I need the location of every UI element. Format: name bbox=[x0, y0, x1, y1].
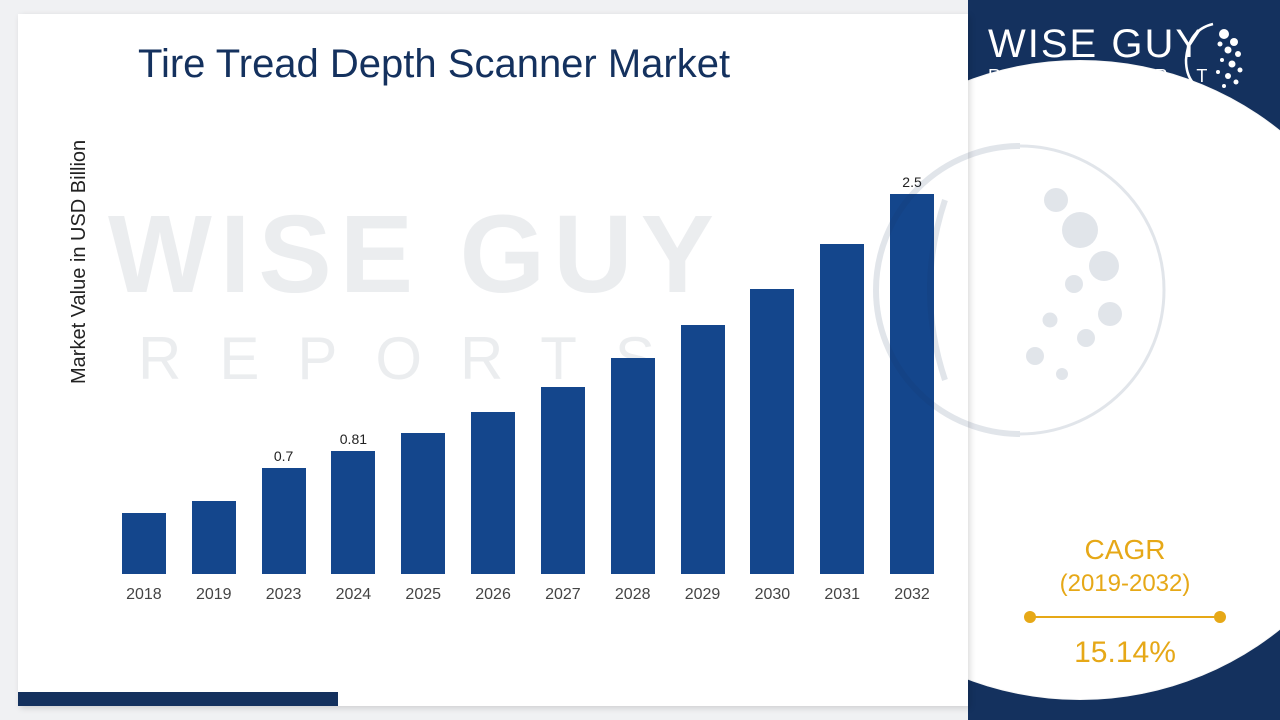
chart-card: WISE GUY REPORTS Tire Tread Depth Scanne… bbox=[18, 14, 968, 706]
x-tick-label: 2029 bbox=[677, 586, 729, 604]
watermark-head-icon bbox=[870, 140, 1170, 440]
bar-col bbox=[118, 509, 170, 574]
x-tick-label: 2027 bbox=[537, 586, 589, 604]
brand-logo: WISE GUY R E P O R T S bbox=[988, 24, 1258, 108]
accent-strip bbox=[18, 692, 338, 706]
bar-chart: 0.70.812.5 20182019202320242025202620272… bbox=[118, 164, 938, 604]
bar bbox=[820, 244, 864, 574]
bar-col bbox=[677, 321, 729, 574]
bar bbox=[750, 289, 794, 574]
bar bbox=[401, 433, 445, 574]
bar bbox=[122, 513, 166, 574]
x-tick-label: 2023 bbox=[258, 586, 310, 604]
bar bbox=[331, 451, 375, 574]
x-tick-label: 2030 bbox=[746, 586, 798, 604]
bar bbox=[192, 501, 236, 574]
canvas: WISE GUY REPORTS Tire Tread Depth Scanne… bbox=[0, 0, 1280, 720]
x-tick-label: 2025 bbox=[397, 586, 449, 604]
bar bbox=[262, 468, 306, 574]
bar bbox=[471, 412, 515, 574]
bar bbox=[541, 387, 585, 574]
x-tick-label: 2024 bbox=[327, 586, 379, 604]
cagr-block: CAGR (2019-2032) 15.14% bbox=[1010, 534, 1240, 670]
bar-col bbox=[397, 429, 449, 574]
bar-col bbox=[537, 383, 589, 574]
bar bbox=[681, 325, 725, 574]
cagr-divider bbox=[1030, 616, 1220, 618]
bar-col bbox=[816, 240, 868, 574]
cagr-range: (2019-2032) bbox=[1010, 570, 1240, 598]
bar-value-label: 0.7 bbox=[274, 448, 293, 464]
bar-col: 0.7 bbox=[258, 448, 310, 574]
x-tick-label: 2031 bbox=[816, 586, 868, 604]
bar-col: 0.81 bbox=[327, 431, 379, 574]
bar-col bbox=[746, 285, 798, 574]
x-tick-label: 2032 bbox=[886, 586, 938, 604]
bar-value-label: 0.81 bbox=[340, 431, 367, 447]
cagr-title: CAGR bbox=[1010, 534, 1240, 566]
bar-col bbox=[467, 408, 519, 574]
x-tick-label: 2026 bbox=[467, 586, 519, 604]
chart-title: Tire Tread Depth Scanner Market bbox=[138, 42, 730, 87]
cagr-value: 15.14% bbox=[1010, 636, 1240, 670]
logo-head-icon bbox=[1178, 20, 1248, 98]
x-tick-label: 2019 bbox=[188, 586, 240, 604]
bar-col bbox=[188, 497, 240, 574]
y-axis-label: Market Value in USD Billion bbox=[68, 140, 91, 384]
x-tick-label: 2018 bbox=[118, 586, 170, 604]
bar-col bbox=[607, 354, 659, 574]
bar bbox=[611, 358, 655, 574]
x-tick-label: 2028 bbox=[607, 586, 659, 604]
